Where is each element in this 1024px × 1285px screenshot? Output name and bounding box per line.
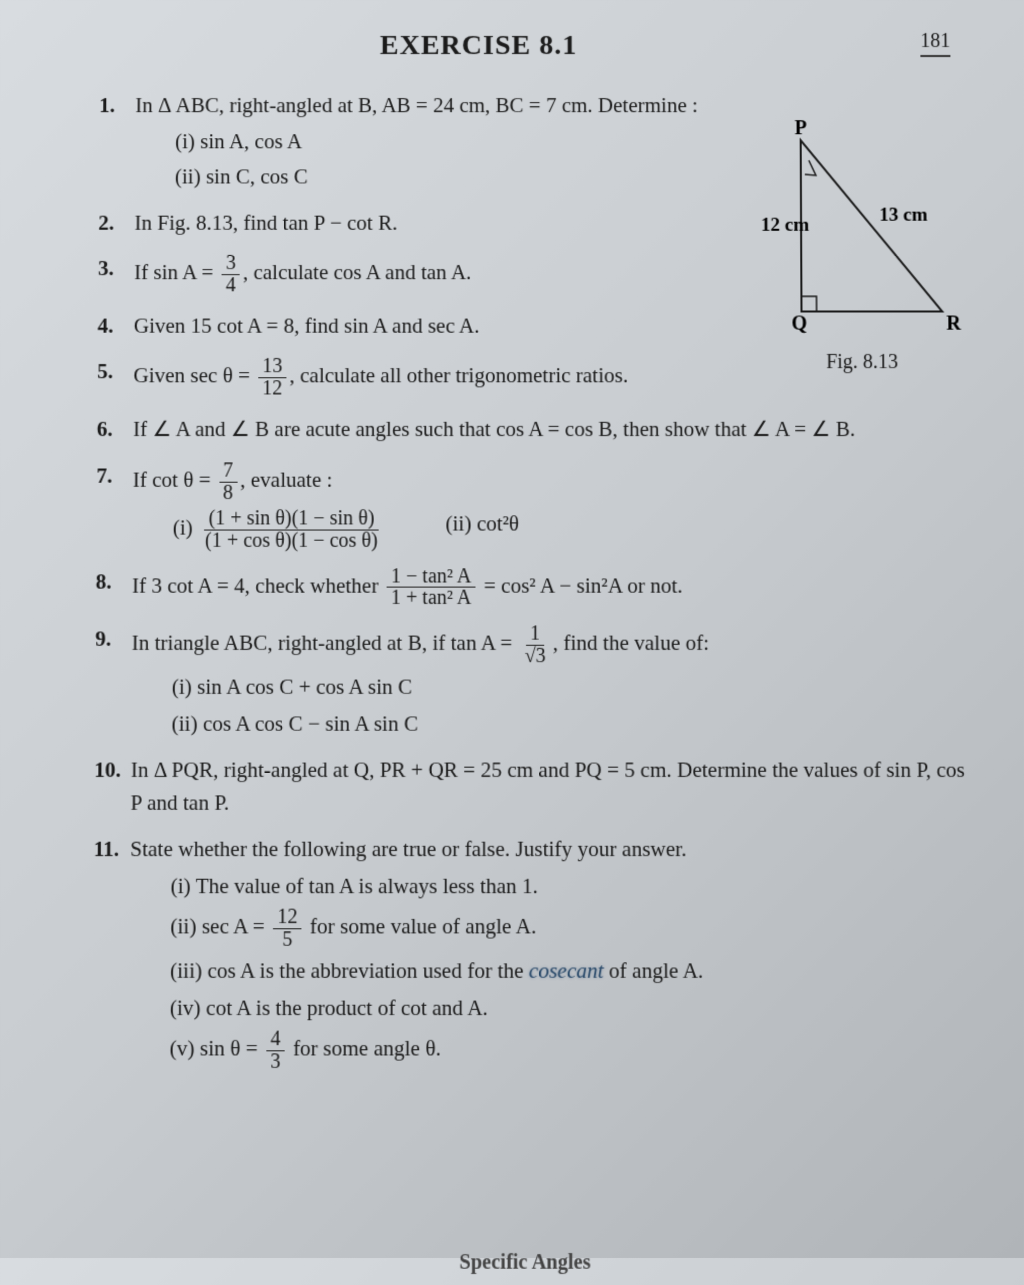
problem-body: If cot θ = 78, evaluate :(i) (1 + sin θ)… — [132, 460, 974, 551]
problem-body: If 3 cot A = 4, check whether 1 − tan² A… — [132, 566, 975, 610]
exercise-title: EXERCISE 8.1 — [380, 30, 577, 62]
problem-number: 3. — [98, 253, 134, 296]
problem-number: 11. — [92, 834, 130, 1073]
problem: 8.If 3 cot A = 4, check whether 1 − tan²… — [95, 566, 974, 610]
footer-text: Specific Angles — [459, 1251, 590, 1275]
problem-number: 6. — [97, 414, 133, 446]
sub-item: (i) The value of tan A is always less th… — [170, 870, 977, 902]
page-number: 181 — [920, 30, 950, 57]
figure-caption: Fig. 8.13 — [751, 351, 973, 374]
sub-item: (v) sin θ = 43 for some angle θ. — [169, 1029, 978, 1073]
sub-item: (ii) cot²θ — [445, 508, 519, 552]
problem-number: 7. — [96, 460, 133, 551]
problem-number: 9. — [95, 624, 132, 741]
problem-body: In Δ PQR, right-angled at Q, PR + QR = 2… — [130, 755, 976, 820]
sub-item: (iv) cot A is the product of cot and A. — [170, 992, 978, 1025]
figure-8-13: P Q R 12 cm 13 cm Fig. 8.13 — [750, 120, 972, 374]
sub-item: (i) (1 + sin θ)(1 − sin θ)(1 + cos θ)(1 … — [173, 508, 385, 552]
sub-item: (ii) cos A cos C − sin A sin C — [171, 708, 975, 740]
sub-item: (iii) cos A is the abbreviation used for… — [170, 955, 978, 988]
problem-number: 8. — [95, 566, 132, 610]
svg-text:P: P — [794, 120, 806, 139]
problem-body: If ∠ A and ∠ B are acute angles such tha… — [133, 414, 973, 446]
problem-body: State whether the following are true or … — [129, 834, 979, 1073]
problem-number: 1. — [99, 90, 136, 193]
problem-number: 10. — [94, 755, 131, 820]
problem: 11.State whether the following are true … — [92, 834, 978, 1073]
problem-number: 5. — [97, 356, 134, 399]
problem-body: In triangle ABC, right-angled at B, if t… — [131, 624, 976, 741]
sub-item: (ii) sec A = 125 for some value of angle… — [170, 907, 977, 951]
svg-text:Q: Q — [791, 313, 807, 335]
problem: 6.If ∠ A and ∠ B are acute angles such t… — [97, 414, 974, 446]
svg-text:12 cm: 12 cm — [761, 215, 809, 236]
problem: 9.In triangle ABC, right-angled at B, if… — [95, 624, 976, 741]
problem: 10.In Δ PQR, right-angled at Q, PR + QR … — [94, 755, 976, 820]
sub-item: (i) sin A cos C + cos A sin C — [172, 672, 976, 704]
svg-text:R: R — [946, 313, 961, 335]
problem: 7.If cot θ = 78, evaluate :(i) (1 + sin … — [96, 460, 974, 551]
problem-number: 2. — [98, 207, 134, 239]
svg-text:13 cm: 13 cm — [879, 205, 927, 226]
problem-number: 4. — [97, 310, 133, 342]
